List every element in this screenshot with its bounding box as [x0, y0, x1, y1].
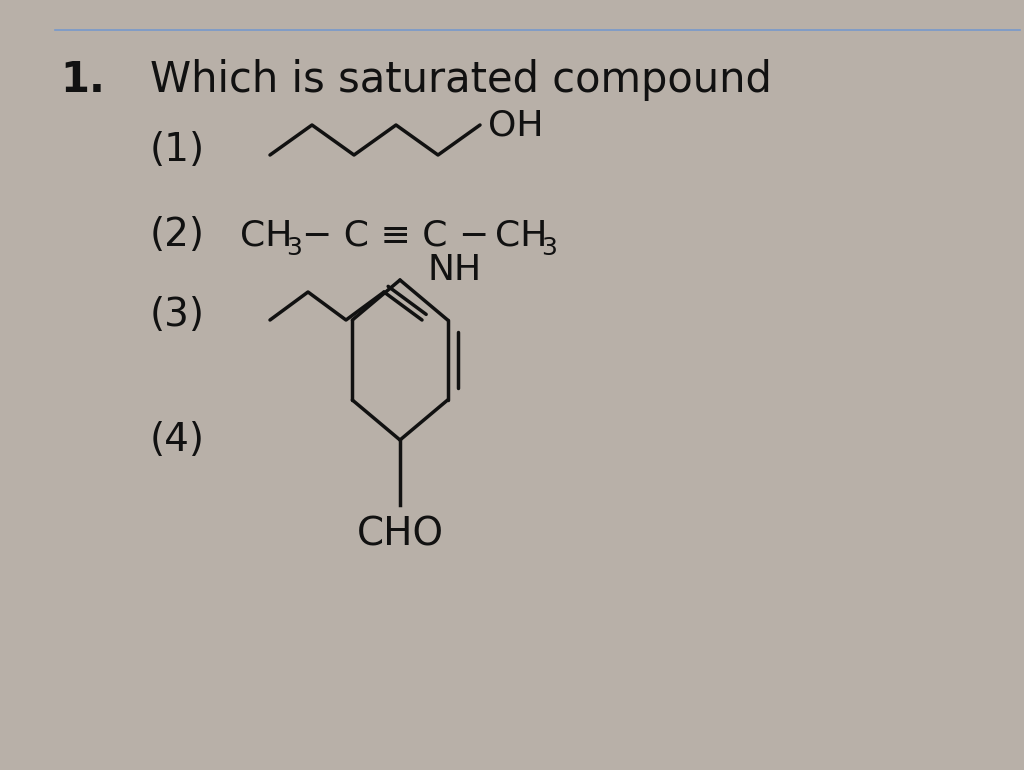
Text: CH: CH [240, 218, 293, 252]
Text: CH: CH [495, 218, 548, 252]
Text: OH: OH [488, 108, 544, 142]
Text: Which is saturated compound: Which is saturated compound [150, 59, 772, 101]
Text: − C ≡ C −: − C ≡ C − [302, 218, 489, 252]
Text: 3: 3 [541, 236, 557, 260]
Text: CHO: CHO [356, 515, 443, 553]
Text: NH: NH [427, 253, 481, 287]
Text: (2): (2) [150, 216, 205, 254]
Text: (4): (4) [150, 421, 205, 459]
Text: 1.: 1. [60, 59, 104, 101]
Text: 3: 3 [286, 236, 302, 260]
Text: (1): (1) [150, 131, 205, 169]
Text: (3): (3) [150, 296, 205, 334]
